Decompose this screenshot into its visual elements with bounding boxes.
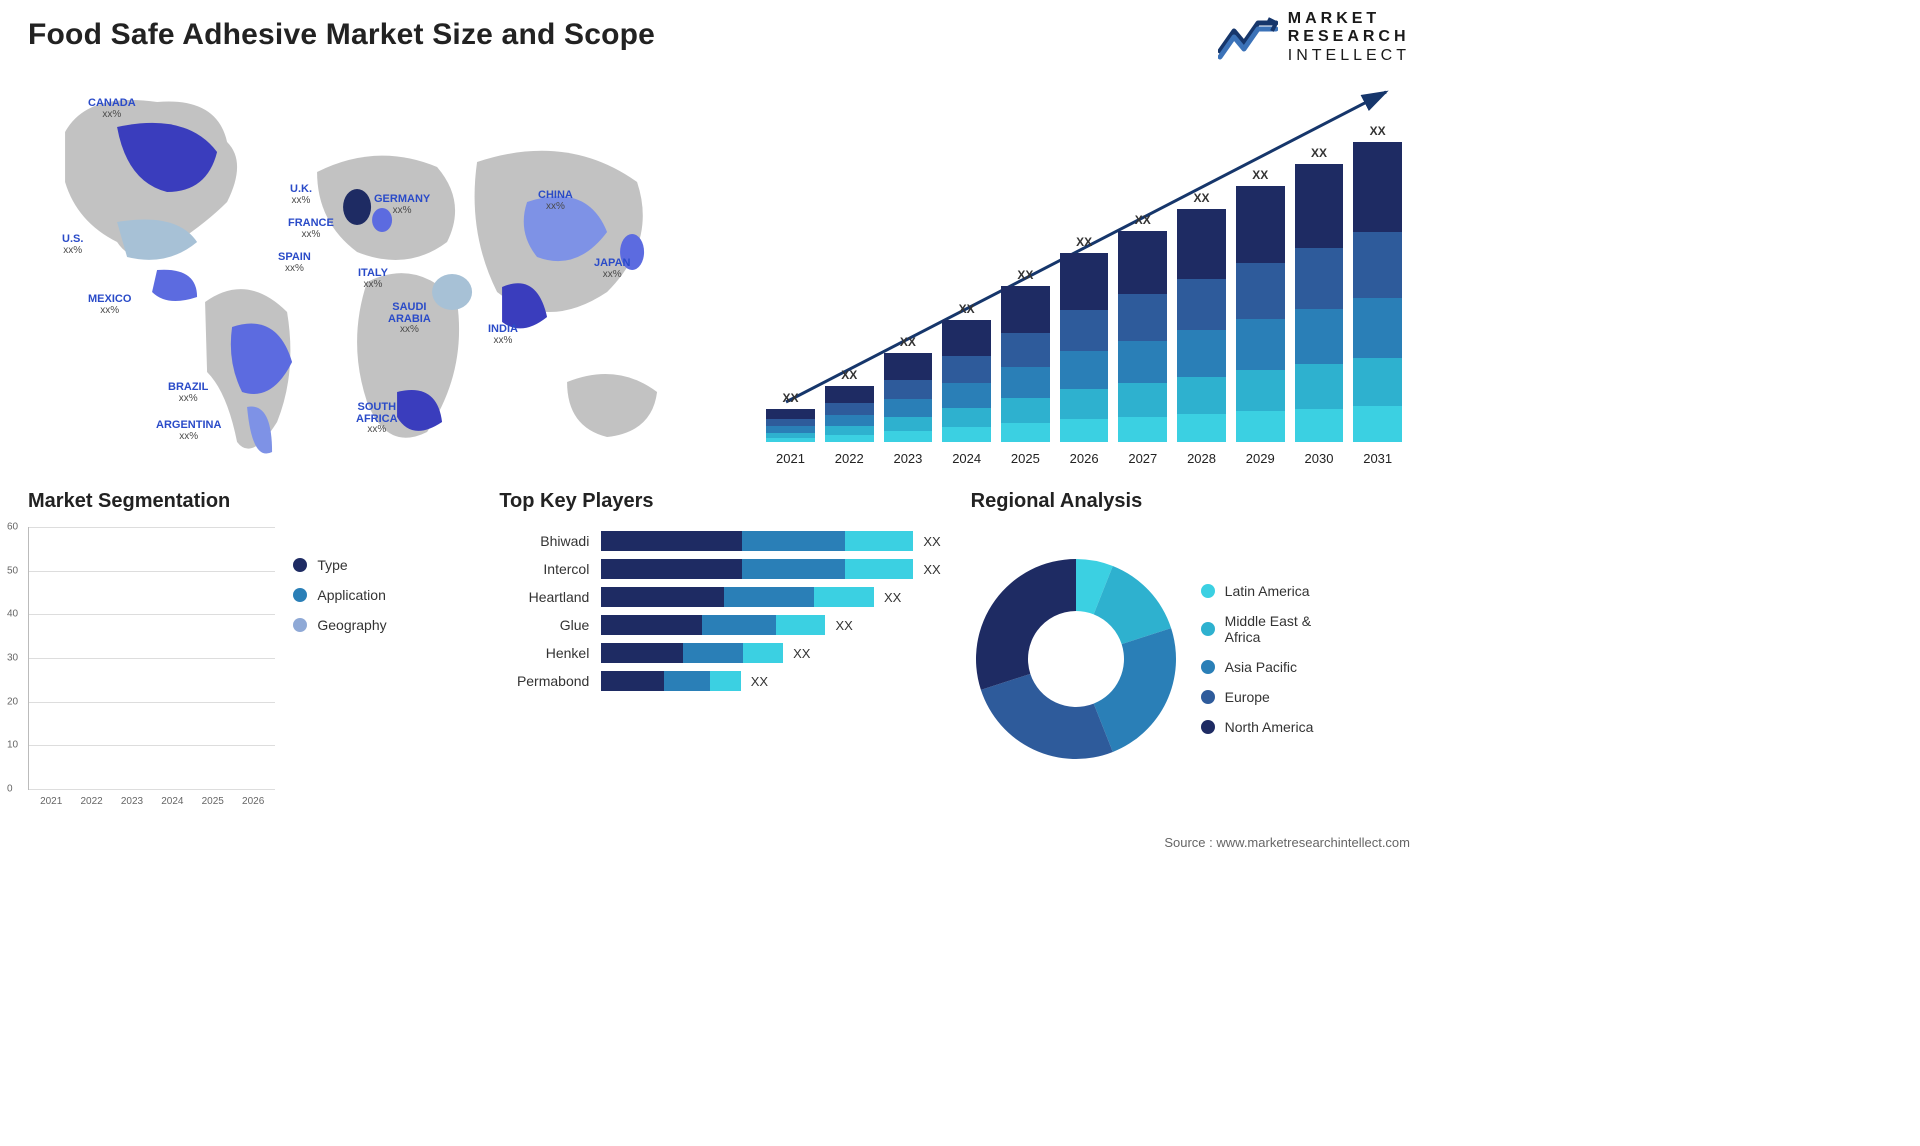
bar-column: XX bbox=[825, 386, 874, 442]
map-label: U.K.xx% bbox=[290, 184, 312, 206]
world-map: CANADAxx% U.S.xx% MEXICOxx% BRAZILxx% ARGENT… bbox=[28, 72, 706, 472]
key-player-row: PermabondXX bbox=[499, 671, 940, 691]
regional-analysis-panel: Regional Analysis Latin America Middle Ea… bbox=[971, 490, 1412, 790]
map-label: CHINAxx% bbox=[538, 190, 573, 212]
logo-text: MARKET RESEARCH INTELLECT bbox=[1288, 10, 1410, 65]
donut-slice bbox=[1093, 628, 1175, 752]
map-label: BRAZILxx% bbox=[168, 382, 208, 404]
legend-item: Asia Pacific bbox=[1201, 659, 1412, 675]
map-label: SAUDIARABIAxx% bbox=[388, 302, 431, 336]
market-size-chart: XXXXXXXXXXXXXXXXXXXXXX 20212022202320242… bbox=[746, 72, 1412, 472]
regional-legend: Latin America Middle East &Africa Asia Pac… bbox=[1201, 583, 1412, 735]
key-player-row: BhiwadiXX bbox=[499, 531, 940, 551]
map-label: ITALYxx% bbox=[358, 268, 388, 290]
map-label: CANADAxx% bbox=[88, 98, 136, 120]
bar-column: XX bbox=[884, 353, 933, 442]
bar-column: XX bbox=[1118, 231, 1167, 442]
map-label: ARGENTINAxx% bbox=[156, 420, 221, 442]
legend-item: Latin America bbox=[1201, 583, 1412, 599]
segmentation-legend: Type Application Geography bbox=[293, 527, 469, 790]
key-player-row: HeartlandXX bbox=[499, 587, 940, 607]
donut-slice bbox=[981, 673, 1113, 758]
bar-column: XX bbox=[942, 320, 991, 442]
segmentation-title: Market Segmentation bbox=[28, 490, 469, 513]
map-label: SPAINxx% bbox=[278, 252, 311, 274]
legend-item: Type bbox=[293, 557, 469, 573]
page-title: Food Safe Adhesive Market Size and Scope bbox=[28, 18, 1412, 52]
bar-column: XX bbox=[766, 409, 815, 442]
map-label: FRANCExx% bbox=[288, 218, 334, 240]
map-label: JAPANxx% bbox=[594, 258, 630, 280]
brand-logo: MARKET RESEARCH INTELLECT bbox=[1218, 10, 1410, 65]
legend-item: Europe bbox=[1201, 689, 1412, 705]
bar-column: XX bbox=[1060, 253, 1109, 442]
key-player-row: GlueXX bbox=[499, 615, 940, 635]
key-players-panel: Top Key Players BhiwadiXX IntercolXX Heart… bbox=[499, 490, 940, 790]
logo-mark-icon bbox=[1218, 15, 1278, 61]
bar-column: XX bbox=[1353, 142, 1402, 442]
legend-item: Geography bbox=[293, 617, 469, 633]
key-player-row: HenkelXX bbox=[499, 643, 940, 663]
segmentation-chart: 202120222023202420252026 0102030405060 bbox=[28, 527, 275, 790]
regional-donut-chart bbox=[971, 554, 1181, 764]
bar-column: XX bbox=[1177, 209, 1226, 442]
source-attribution: Source : www.marketresearchintellect.com bbox=[1164, 835, 1410, 850]
bar-column: XX bbox=[1001, 286, 1050, 442]
key-players-title: Top Key Players bbox=[499, 490, 940, 513]
bar-column: XX bbox=[1295, 164, 1344, 442]
regional-title: Regional Analysis bbox=[971, 490, 1412, 513]
bar-column: XX bbox=[1236, 186, 1285, 442]
donut-slice bbox=[976, 559, 1076, 690]
legend-item: Middle East &Africa bbox=[1201, 613, 1412, 645]
map-label: GERMANYxx% bbox=[374, 194, 430, 216]
market-segmentation-panel: Market Segmentation 20212022202320242025… bbox=[28, 490, 469, 790]
map-label: U.S.xx% bbox=[62, 234, 83, 256]
key-player-row: IntercolXX bbox=[499, 559, 940, 579]
map-label: SOUTHAFRICAxx% bbox=[356, 402, 398, 436]
key-players-chart: BhiwadiXX IntercolXX HeartlandXX GlueXX Henk… bbox=[499, 527, 940, 790]
map-label: MEXICOxx% bbox=[88, 294, 131, 316]
map-label: INDIAxx% bbox=[488, 324, 518, 346]
legend-item: North America bbox=[1201, 719, 1412, 735]
legend-item: Application bbox=[293, 587, 469, 603]
